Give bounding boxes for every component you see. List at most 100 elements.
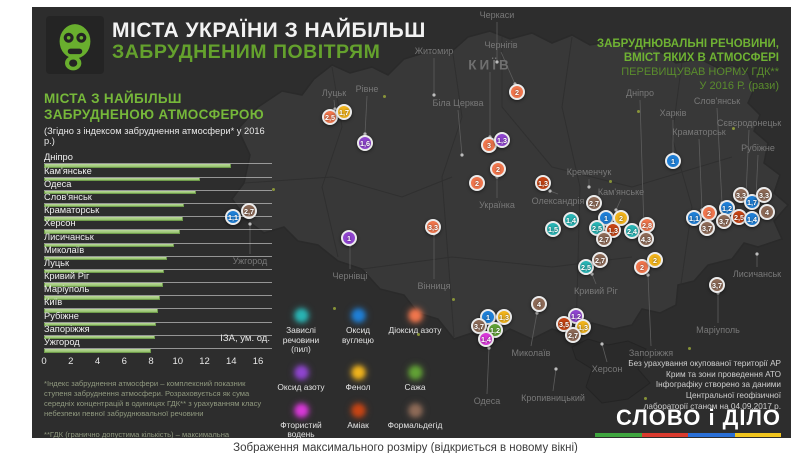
title-line-1: МІСТА УКРАЇНИ З НАЙБІЛЬШ bbox=[112, 19, 426, 42]
map-speck bbox=[417, 333, 420, 336]
bar-fill bbox=[44, 217, 184, 221]
pollutants-note-line: У 2016 Р. (рази) bbox=[699, 79, 779, 92]
city-label: Біла Церква bbox=[432, 98, 484, 108]
bar-fill bbox=[44, 230, 181, 234]
legend-item: Оксид азоту bbox=[272, 365, 330, 393]
x-axis-ticks: 0 2 4 6 8 10 12 14 16 bbox=[41, 356, 266, 368]
city-label: КИЇВ bbox=[468, 57, 512, 73]
map-marker: 1 bbox=[665, 153, 681, 169]
full-size-image-link[interactable]: Зображення максимального розміру (відкри… bbox=[233, 442, 578, 453]
map-speck bbox=[732, 127, 735, 130]
city-label: Олександрія bbox=[531, 196, 585, 206]
city-label: Сєвєродонецьк bbox=[716, 118, 782, 128]
axis-unit-label: ІЗА, ум. од. bbox=[220, 333, 270, 344]
logo-stripe bbox=[595, 433, 781, 437]
map-marker: 4 bbox=[759, 204, 775, 220]
map-marker: 3,3 bbox=[756, 187, 772, 203]
bar-track bbox=[44, 255, 272, 261]
map-marker: 2,7 bbox=[565, 327, 581, 343]
map-marker: 3,7 bbox=[709, 277, 725, 293]
city-label: Херсон bbox=[591, 364, 623, 374]
city-label: Чернігів bbox=[484, 40, 518, 50]
legend-label: Сажа bbox=[404, 381, 426, 392]
axis-tick: 4 bbox=[94, 356, 101, 368]
city-label: Чернівці bbox=[332, 271, 368, 281]
axis-tick: 12 bbox=[199, 356, 210, 368]
legend-color-dot bbox=[351, 403, 365, 417]
bar-city-label: Слов'янськ bbox=[44, 191, 92, 202]
map-marker: 2,5 bbox=[578, 259, 594, 275]
legend-item: Формальдегід bbox=[386, 403, 444, 438]
bar-track bbox=[44, 216, 272, 221]
axis-tick: 10 bbox=[172, 356, 184, 368]
legend-color-dot bbox=[408, 403, 422, 417]
legend-label: Завислі речовини (пил) bbox=[282, 325, 320, 355]
bar-fill bbox=[44, 349, 151, 353]
bar-fill bbox=[44, 190, 197, 195]
bar-track bbox=[44, 242, 272, 247]
map-marker: 1,7 bbox=[336, 104, 352, 120]
credits-line: лабораторії станом на 04.09.2017 р. bbox=[643, 401, 781, 411]
pollutants-note-line: ВМІСТ ЯКИХ В АТМОСФЕРІ bbox=[623, 52, 779, 65]
city-label: Житомир bbox=[414, 46, 454, 56]
city-label: Дніпро bbox=[626, 88, 654, 98]
legend-color-dot bbox=[294, 309, 308, 322]
map-marker: 2 bbox=[613, 210, 629, 226]
legend-label: Фенол bbox=[345, 381, 371, 392]
footnote-iza: *Індекс забруднення атмосфери – комплекс… bbox=[44, 379, 262, 418]
credits-line: Крим та зони проведення АТО bbox=[666, 369, 781, 379]
map-marker: 4,3 bbox=[638, 231, 654, 247]
legend-label: Оксид вуглецю bbox=[342, 325, 374, 345]
map-marker: 2,7 bbox=[592, 252, 608, 268]
map-marker: 1,5 bbox=[545, 221, 561, 237]
city-label: Луцьк bbox=[321, 88, 347, 98]
bar-row: Запоріжжя bbox=[44, 324, 272, 340]
legend-label: Фтористий водень bbox=[280, 419, 322, 438]
map-marker: 1,1 bbox=[686, 210, 702, 226]
bar-row: Кривий Ріг bbox=[44, 271, 272, 287]
map-marker: 2 bbox=[634, 259, 650, 275]
city-label: Краматорськ bbox=[672, 127, 726, 137]
map-speck bbox=[333, 307, 336, 310]
pollutants-note: ЗАБРУДНЮВАЛЬНІ РЕЧОВИНИ, ВМІСТ ЯКИХ В АТМ… bbox=[597, 37, 779, 93]
axis-tick: 14 bbox=[225, 356, 237, 368]
axis-tick: 0 bbox=[41, 356, 47, 368]
bar-row: Краматорськ bbox=[44, 205, 272, 221]
credits-line: Центральної геофізичної bbox=[685, 390, 781, 400]
city-label: Харків bbox=[659, 108, 687, 118]
map-marker: 1,3 bbox=[496, 309, 512, 325]
bar-track bbox=[44, 295, 272, 300]
map-marker: 1,3 bbox=[494, 132, 510, 148]
legend-item: Фенол bbox=[330, 365, 386, 393]
legend-label: Оксид азоту bbox=[277, 381, 325, 392]
legend-item: Сажа bbox=[386, 365, 444, 393]
crimea-shape bbox=[571, 338, 651, 404]
map-speck bbox=[452, 298, 455, 301]
bar-row: Дніпро bbox=[44, 153, 272, 168]
bar-fill bbox=[44, 335, 155, 340]
legend-color-dot bbox=[408, 309, 422, 322]
bar-row: Ужгород bbox=[44, 337, 272, 353]
map-marker: 1,4 bbox=[478, 331, 494, 347]
axis-tick: 6 bbox=[121, 356, 127, 368]
bar-row: Слов'янськ bbox=[44, 191, 272, 208]
map-marker: 2 bbox=[490, 161, 506, 177]
bar-city-label: Кам'янське bbox=[44, 165, 92, 176]
map-speck bbox=[644, 397, 647, 400]
axis-tick: 16 bbox=[252, 356, 264, 368]
bar-city-label: Краматорськ bbox=[44, 205, 100, 216]
city-label: Черкаси bbox=[479, 10, 515, 20]
bar-track bbox=[44, 202, 272, 208]
map-speck bbox=[383, 95, 386, 98]
bar-city-label: Херсон bbox=[44, 218, 76, 229]
legend-color-dot bbox=[294, 365, 308, 379]
map-marker: 1,4 bbox=[744, 211, 760, 227]
map-marker: 2,4 bbox=[624, 223, 640, 239]
bar-track bbox=[44, 229, 272, 234]
bar-track bbox=[44, 189, 272, 195]
bar-row: Кам'янське bbox=[44, 165, 272, 182]
oblast-borders bbox=[243, 36, 733, 338]
legend-label: Формальдегід bbox=[387, 419, 443, 430]
city-label: Слов'янськ bbox=[693, 96, 741, 106]
city-label: Маріуполь bbox=[696, 325, 740, 335]
